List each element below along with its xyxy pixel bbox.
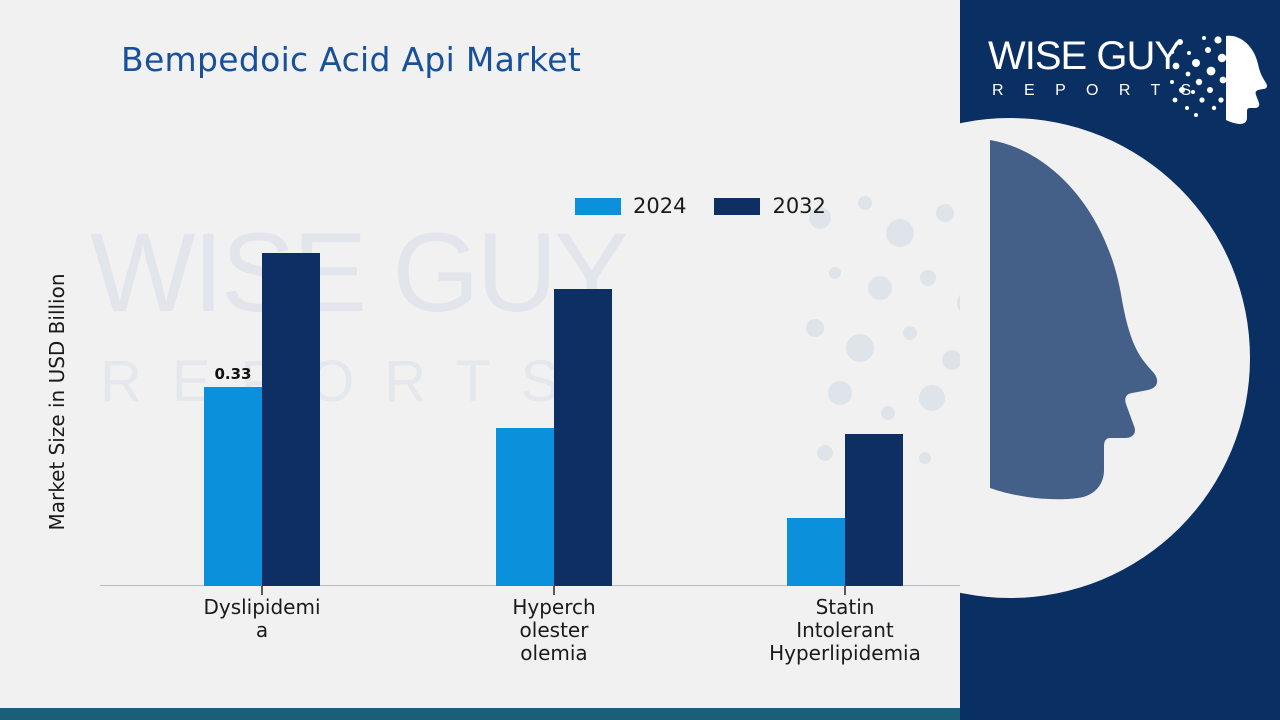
chart-legend: 2024 2032 <box>575 194 826 218</box>
x-axis-category-label-2: Hyperch olester olemia <box>451 596 657 665</box>
x-axis-tick-2 <box>553 586 555 595</box>
category-label-line-3: Hyperlipidemia <box>769 641 921 665</box>
category-label-line-3: olemia <box>520 641 588 665</box>
legend-swatch-2032 <box>714 197 761 215</box>
panel-head-profile-icon <box>990 140 1158 500</box>
bar-2024-statin-intolerant-hyperlipidemia[interactable] <box>787 518 845 586</box>
legend-label-2024: 2024 <box>633 194 687 218</box>
bar-2032-statin-intolerant-hyperlipidemia[interactable] <box>845 434 903 586</box>
bar-2032-dyslipidemia[interactable] <box>262 253 320 586</box>
category-label-line-1: Hyperch <box>512 595 596 619</box>
logo-brand-top: WISE GUY <box>988 34 1181 78</box>
bar-group-statin-intolerant-hyperlipidemia: Statin Intolerant Hyperlipidemia <box>769 230 921 665</box>
x-axis-category-label-3: Statin Intolerant Hyperlipidemia <box>742 596 948 665</box>
bottom-accent-strip <box>0 708 960 720</box>
brand-side-panel <box>960 0 1280 720</box>
x-axis-category-label-1: Dyslipidemi a <box>159 596 365 642</box>
plot-area: 0.33 Dyslipidemi a Hyperch olester olemi… <box>100 230 960 665</box>
category-label-line-2: a <box>255 618 269 642</box>
bar-value-label-2024-dyslipidemia: 0.33 <box>214 365 252 383</box>
legend-item-2024[interactable]: 2024 <box>575 194 686 218</box>
category-label-line-1: Statin <box>815 595 875 619</box>
page-title: Bempedoic Acid Api Market <box>121 40 582 79</box>
brand-logo: WISE GUY R E P O R T S <box>978 34 1268 124</box>
legend-label-2032: 2032 <box>772 194 826 218</box>
category-label-line-2: Intolerant <box>796 618 894 642</box>
category-label-line-1: Dyslipidemi <box>203 595 321 619</box>
x-axis-tick-3 <box>844 586 846 595</box>
bar-2024-hypercholesterolemia[interactable] <box>496 428 554 586</box>
category-label-line-2: olester <box>519 618 589 642</box>
bar-2024-dyslipidemia[interactable] <box>204 387 262 586</box>
bar-group-hypercholesterolemia: Hyperch olester olemia <box>496 230 612 665</box>
legend-item-2032[interactable]: 2032 <box>714 194 826 218</box>
y-axis-label: Market Size in USD Billion <box>45 273 69 531</box>
legend-swatch-2024 <box>575 197 621 215</box>
x-axis-tick-1 <box>261 586 263 595</box>
logo-head-profile-dots-icon <box>1169 35 1267 124</box>
logo-brand-bottom: R E P O R T S <box>992 82 1200 99</box>
bar-group-dyslipidemia: 0.33 Dyslipidemi a <box>203 230 321 642</box>
bar-2032-hypercholesterolemia[interactable] <box>554 289 612 586</box>
chart-container: Market Size in USD Billion 2024 2032 0.3… <box>45 194 960 665</box>
